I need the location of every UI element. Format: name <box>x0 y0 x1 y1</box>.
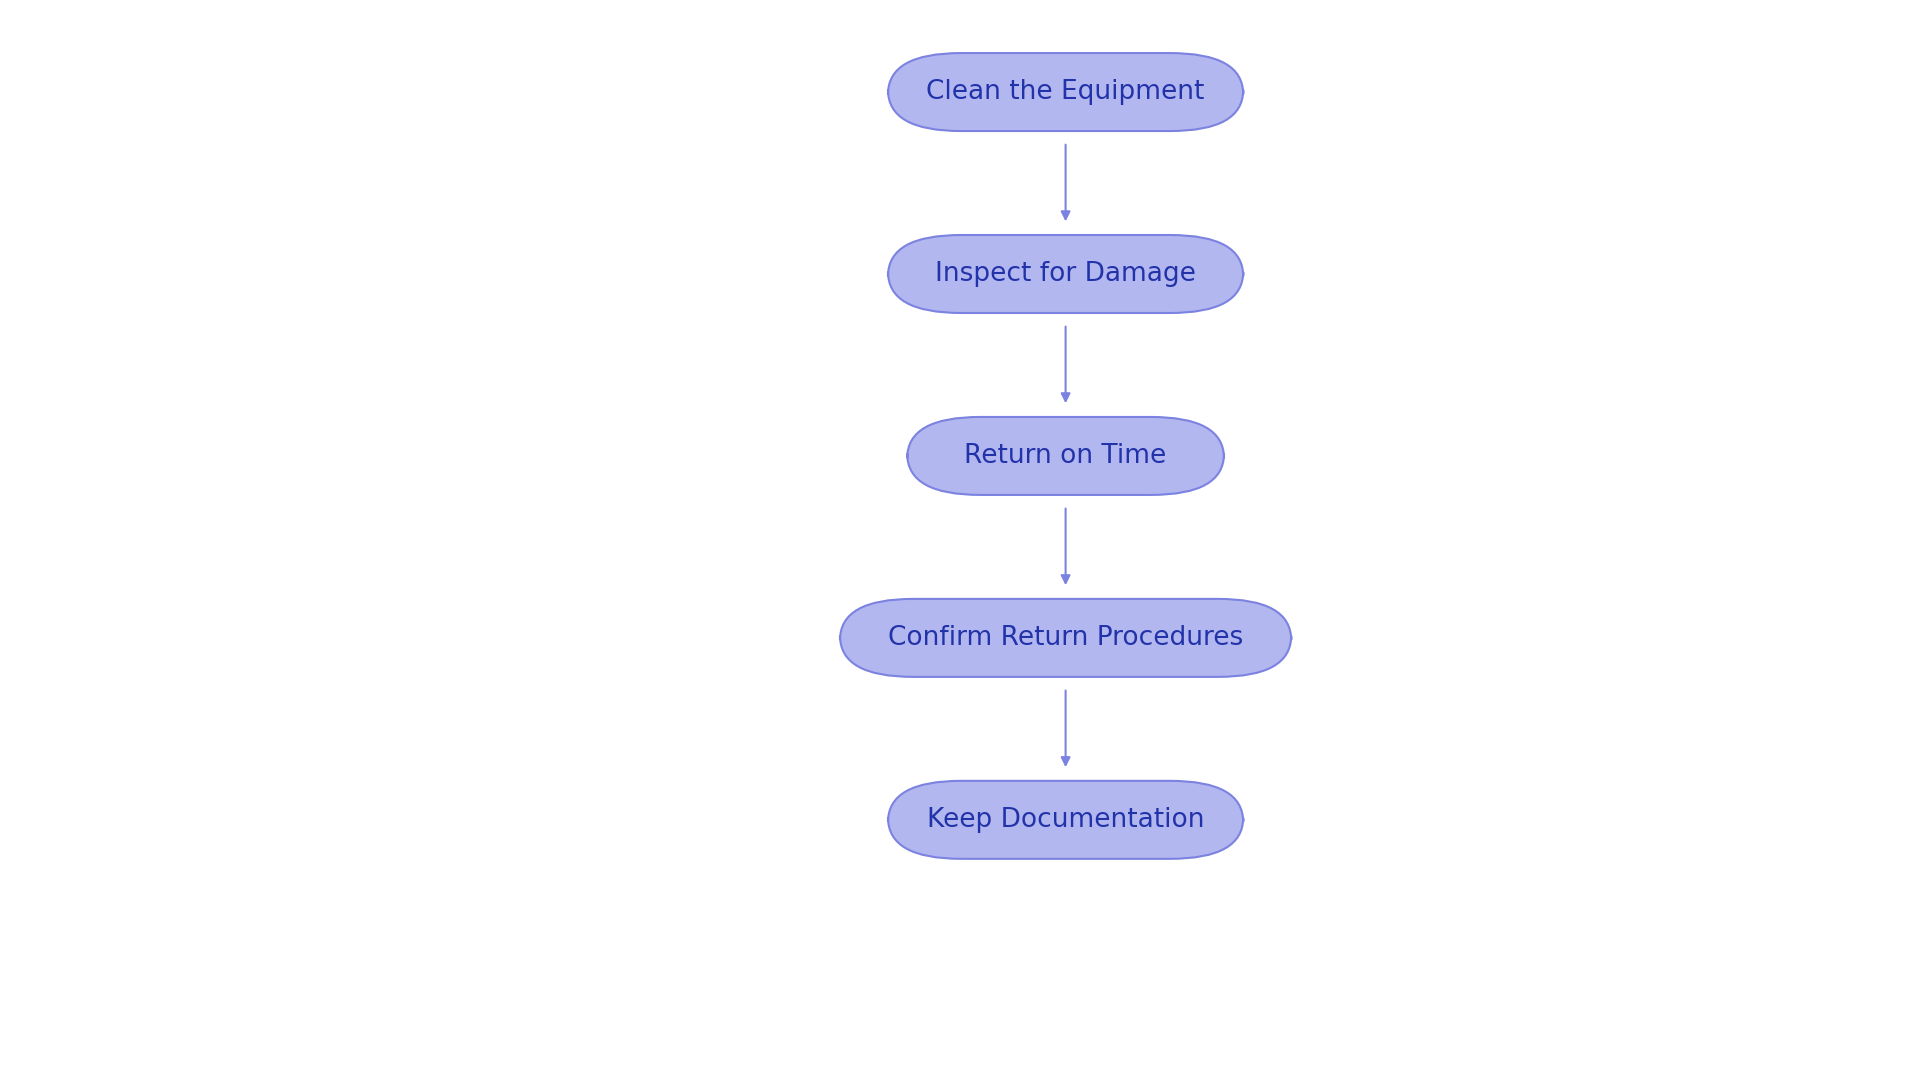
Text: Inspect for Damage: Inspect for Damage <box>935 261 1196 287</box>
FancyBboxPatch shape <box>841 599 1292 677</box>
Text: Clean the Equipment: Clean the Equipment <box>927 79 1204 105</box>
FancyBboxPatch shape <box>887 53 1242 131</box>
Text: Confirm Return Procedures: Confirm Return Procedures <box>887 625 1244 651</box>
FancyBboxPatch shape <box>887 781 1242 859</box>
FancyBboxPatch shape <box>887 235 1242 313</box>
FancyBboxPatch shape <box>908 417 1225 495</box>
Text: Return on Time: Return on Time <box>964 443 1167 469</box>
Text: Keep Documentation: Keep Documentation <box>927 807 1204 833</box>
